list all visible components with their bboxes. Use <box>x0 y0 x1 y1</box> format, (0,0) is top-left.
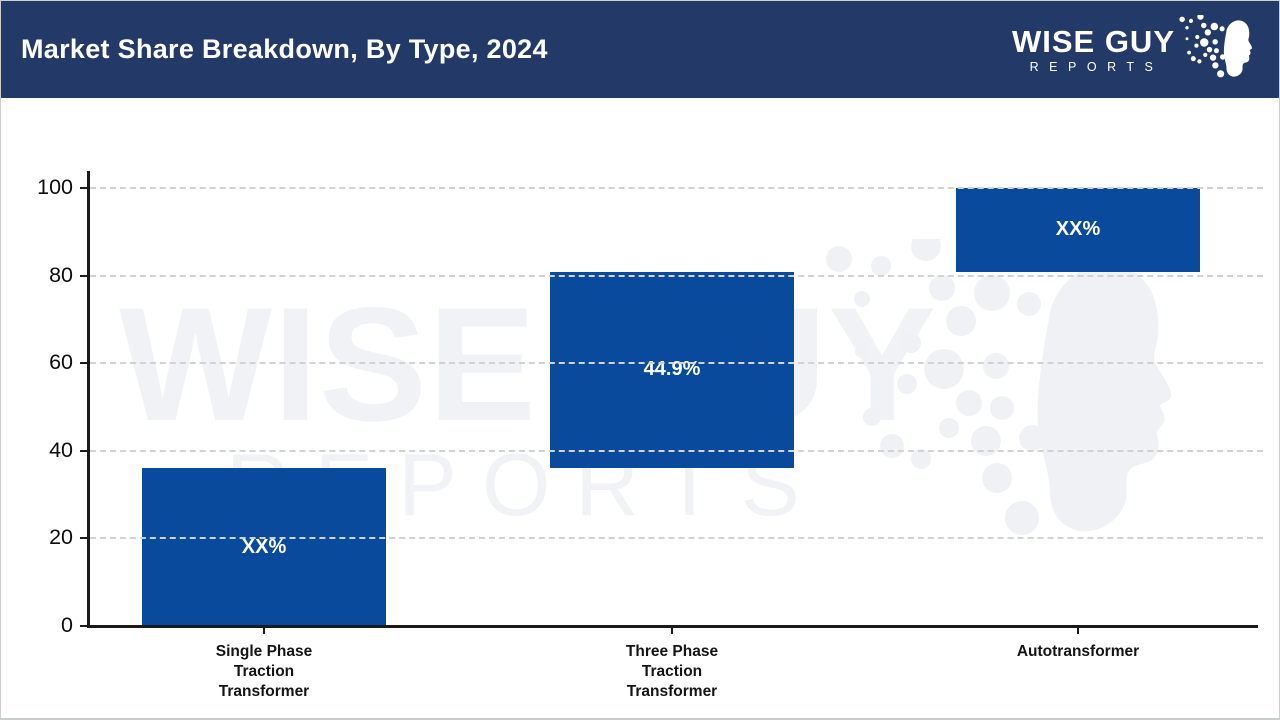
y-tick-label-100: 100 <box>37 175 73 199</box>
category-label-2: Three Phase Traction Transformer <box>625 643 719 700</box>
y-tick-label-20: 20 <box>49 525 73 550</box>
x-tick-2 <box>671 627 673 634</box>
category-label-1: Single Phase Traction Transformer <box>215 643 313 700</box>
gridline-40 <box>90 449 1263 452</box>
gridline-20 <box>90 537 1263 540</box>
y-tick-60 <box>80 362 88 365</box>
bar-2: 44.9% <box>550 271 794 469</box>
page-title: Market Share Breakdown, By Type, 2024 <box>21 34 548 64</box>
y-tick-80 <box>80 274 88 277</box>
gridline-100 <box>90 187 1263 189</box>
y-tick-label-40: 40 <box>49 437 73 462</box>
y-tick-100 <box>80 187 88 189</box>
watermark-face-icon <box>826 239 1172 535</box>
logo-wordmark: WISE GUY <box>1011 23 1175 59</box>
y-tick-label-80: 80 <box>49 262 73 287</box>
y-tick-40 <box>80 449 88 452</box>
gridline-80 <box>90 274 1263 277</box>
y-tick-label-0: 0 <box>61 613 73 637</box>
bar-value-label: XX% <box>241 535 287 558</box>
x-axis-line <box>87 625 1258 628</box>
wiseguy-logo: WISE GUY REPORTS <box>1012 14 1253 83</box>
logo-subtitle: REPORTS <box>1029 59 1164 74</box>
y-tick-label-60: 60 <box>49 350 73 375</box>
watermark-wordmark: WISE GUY <box>119 274 938 455</box>
wiseguy-logo-text: WISE GUY REPORTS <box>1012 26 1175 74</box>
y-axis-line <box>87 171 90 628</box>
y-tick-20 <box>80 537 88 540</box>
header-bar: Market Share Breakdown, By Type, 2024 WI… <box>1 1 1279 98</box>
x-tick-3 <box>1077 627 1079 634</box>
x-tick-1 <box>263 627 265 634</box>
y-tick-0 <box>80 625 88 627</box>
category-label-3: Autotransformer <box>1016 643 1140 660</box>
wiseguy-face-icon <box>1179 14 1252 77</box>
bar-1: XX% <box>142 468 386 626</box>
bar-value-label: XX% <box>1055 218 1101 241</box>
bar-3: XX% <box>956 188 1200 272</box>
gridline-60 <box>90 362 1263 365</box>
